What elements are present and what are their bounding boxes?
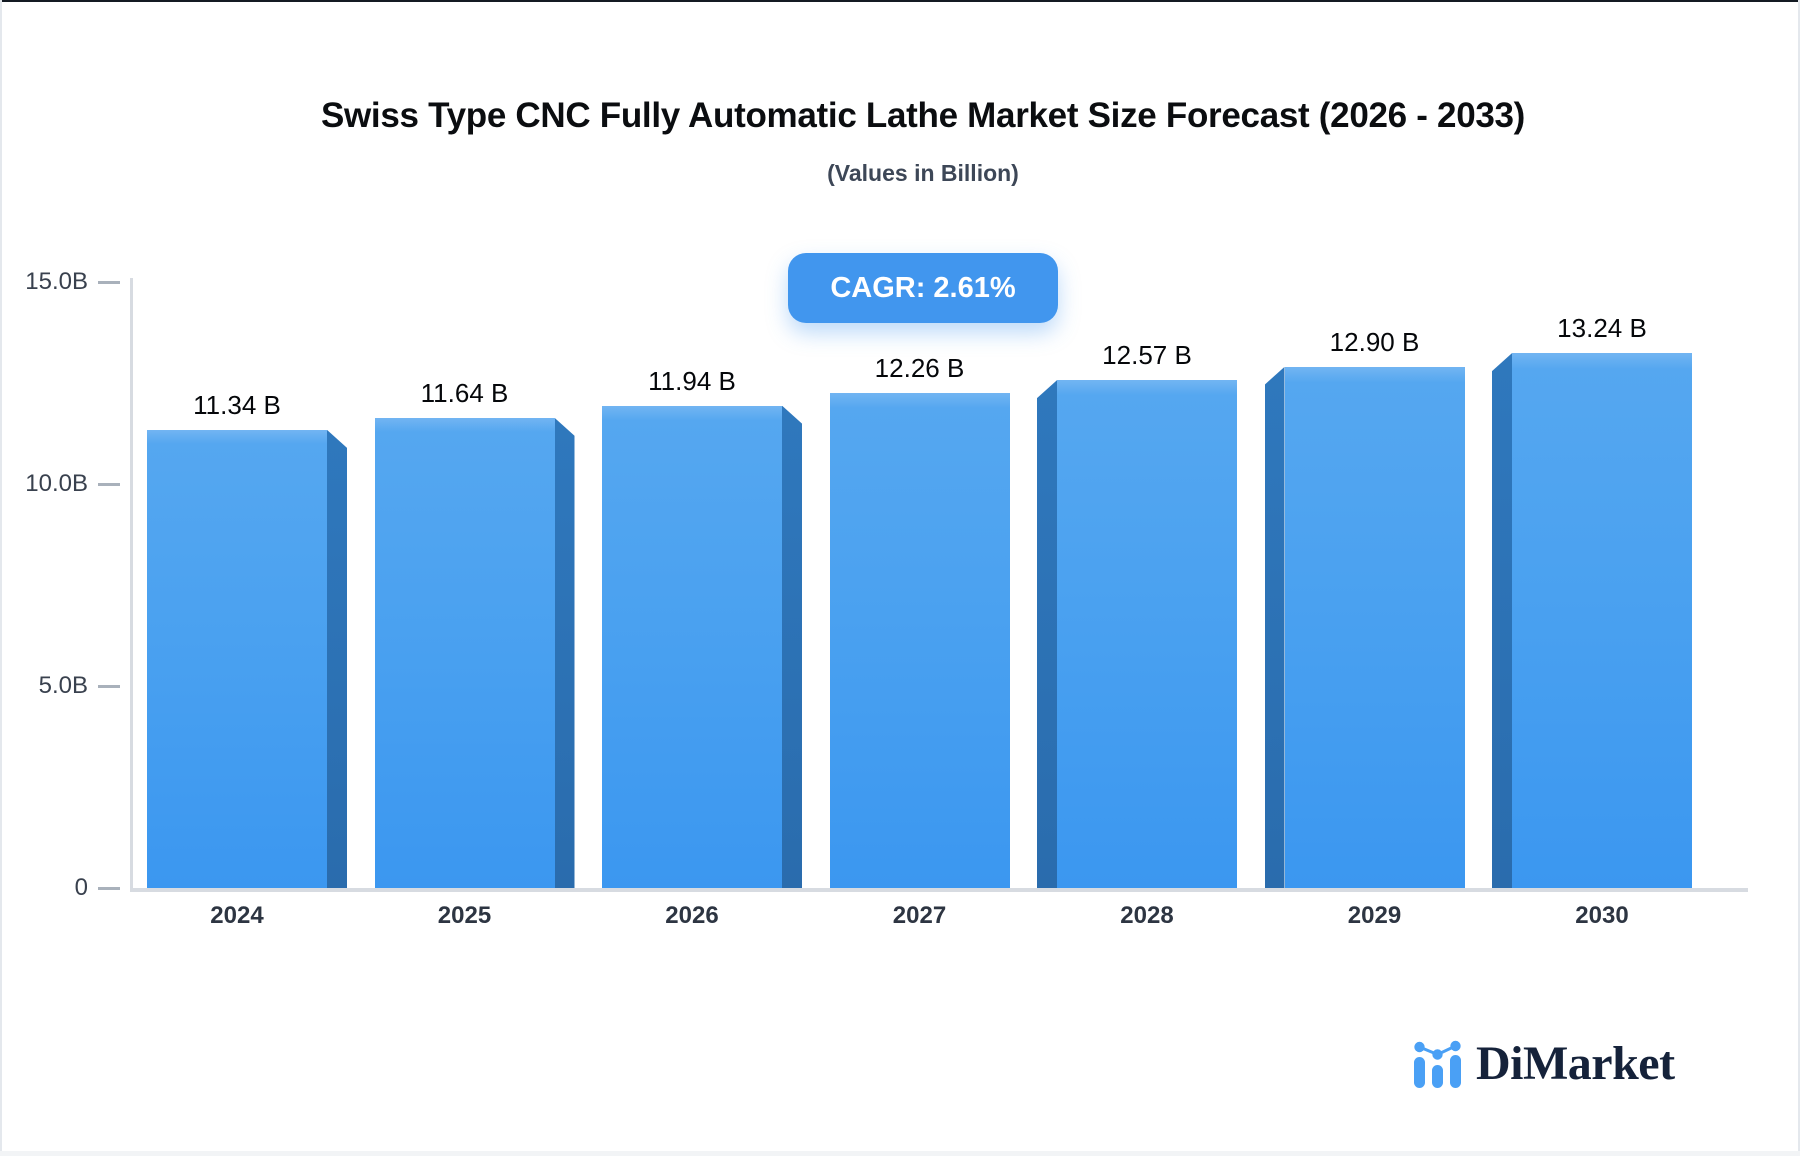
y-axis-line (130, 278, 133, 892)
x-tick-label: 2024 (210, 902, 264, 929)
bar-side-panel (782, 405, 802, 888)
bar-face (602, 405, 782, 888)
bar-face (1512, 353, 1692, 888)
bar-side-panel (1037, 380, 1057, 888)
bar-value-label: 11.34 B (193, 389, 281, 420)
x-tick-label: 2027 (892, 902, 947, 929)
brand-name: DiMarket (1476, 1037, 1675, 1090)
y-tick-label: 15.0B (25, 268, 88, 295)
x-tick-label: 2030 (1575, 902, 1629, 929)
card-top-border (0, 0, 1800, 2)
x-tick-label: 2028 (1120, 902, 1174, 929)
brand-logo: DiMarket (1412, 1036, 1675, 1092)
bar-face (1284, 366, 1465, 888)
bar-side-panel (1264, 366, 1285, 888)
bar-value-label: 11.94 B (648, 365, 736, 396)
bar-side-panel (327, 429, 347, 888)
card-bottom-border (0, 1151, 1800, 1156)
bar-side-panel (1492, 353, 1512, 888)
y-tick-dash (98, 886, 120, 890)
bar-value-label: 12.26 B (874, 352, 965, 383)
bar-value-label: 12.57 B (1102, 340, 1192, 371)
bar-face (829, 392, 1010, 888)
bar-value-label: 13.24 B (1557, 313, 1647, 344)
bar-side-panel (554, 417, 575, 888)
card-right-border (1798, 0, 1800, 1156)
dimarket-logo-icon (1414, 1040, 1461, 1088)
y-tick-label: 5.0B (38, 672, 88, 699)
cagr-badge: CAGR: 2.61% (788, 253, 1058, 323)
bar-value-label: 11.64 B (420, 377, 509, 408)
y-tick-dash (98, 482, 120, 486)
y-tick-dash (98, 684, 120, 688)
y-tick-label: 0 (74, 874, 88, 901)
y-tick-label: 10.0B (25, 470, 88, 497)
bar-face (1057, 380, 1237, 888)
x-axis-line (130, 888, 1748, 892)
bar-value-label: 12.90 B (1329, 326, 1420, 357)
x-tick-label: 2029 (1347, 902, 1402, 929)
x-tick-label: 2025 (437, 902, 492, 929)
chart-subtitle: (Values in Billion) (827, 160, 1019, 186)
bar-face (147, 429, 327, 888)
bar-face (374, 417, 555, 888)
x-tick-label: 2026 (665, 902, 719, 929)
y-tick-dash (98, 280, 120, 284)
chart-title: Swiss Type CNC Fully Automatic Lathe Mar… (320, 96, 1526, 135)
card-left-border (0, 0, 2, 1156)
